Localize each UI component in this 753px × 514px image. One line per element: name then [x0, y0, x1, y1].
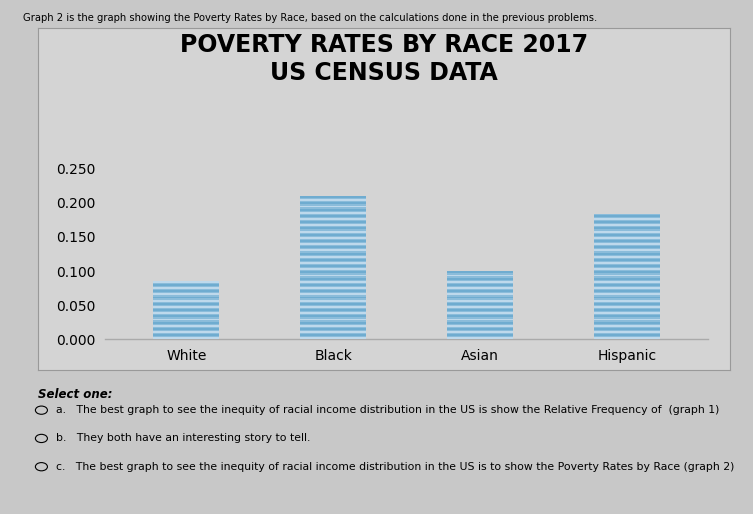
Text: Graph 2 is the graph showing the Poverty Rates by Race, based on the calculation: Graph 2 is the graph showing the Poverty… — [23, 13, 597, 23]
Text: c.   The best graph to see the inequity of racial income distribution in the US : c. The best graph to see the inequity of… — [56, 462, 735, 472]
Bar — [300, 196, 366, 339]
Text: a.   The best graph to see the inequity of racial income distribution in the US : a. The best graph to see the inequity of… — [56, 405, 720, 415]
Text: POVERTY RATES BY RACE 2017
US CENSUS DATA: POVERTY RATES BY RACE 2017 US CENSUS DAT… — [180, 33, 588, 85]
Bar — [153, 281, 219, 339]
Bar — [447, 271, 513, 339]
Text: b.   They both have an interesting story to tell.: b. They both have an interesting story t… — [56, 433, 311, 444]
Bar — [594, 214, 660, 339]
Text: Select one:: Select one: — [38, 388, 112, 401]
